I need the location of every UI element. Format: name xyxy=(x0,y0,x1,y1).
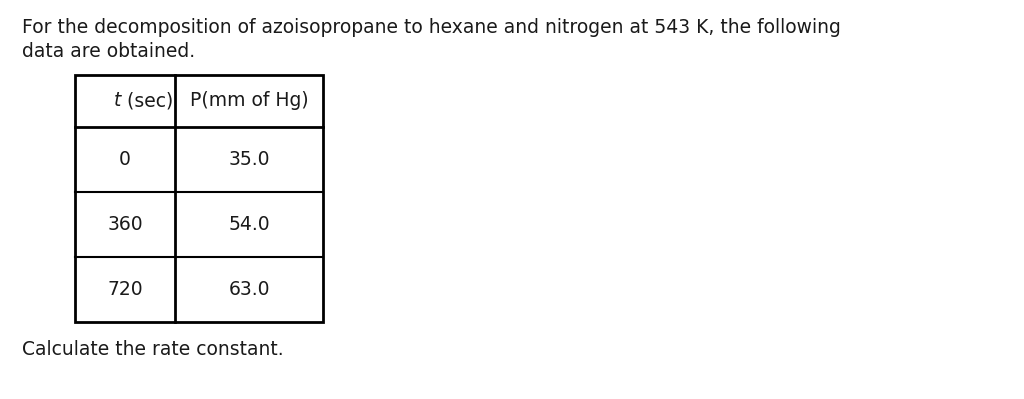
Text: data are obtained.: data are obtained. xyxy=(22,42,196,61)
Text: 63.0: 63.0 xyxy=(228,280,269,299)
Text: 35.0: 35.0 xyxy=(228,150,269,169)
Text: Calculate the rate constant.: Calculate the rate constant. xyxy=(22,340,284,359)
Text: 54.0: 54.0 xyxy=(228,215,269,234)
Text: 720: 720 xyxy=(108,280,142,299)
Text: t: t xyxy=(114,91,121,111)
Text: 0: 0 xyxy=(119,150,131,169)
Text: 360: 360 xyxy=(108,215,142,234)
Bar xyxy=(75,75,323,322)
Text: For the decomposition of azoisopropane to hexane and nitrogen at 543 K, the foll: For the decomposition of azoisopropane t… xyxy=(22,18,841,37)
Text: (sec): (sec) xyxy=(121,91,173,111)
Text: P(mm of Hg): P(mm of Hg) xyxy=(189,91,308,111)
